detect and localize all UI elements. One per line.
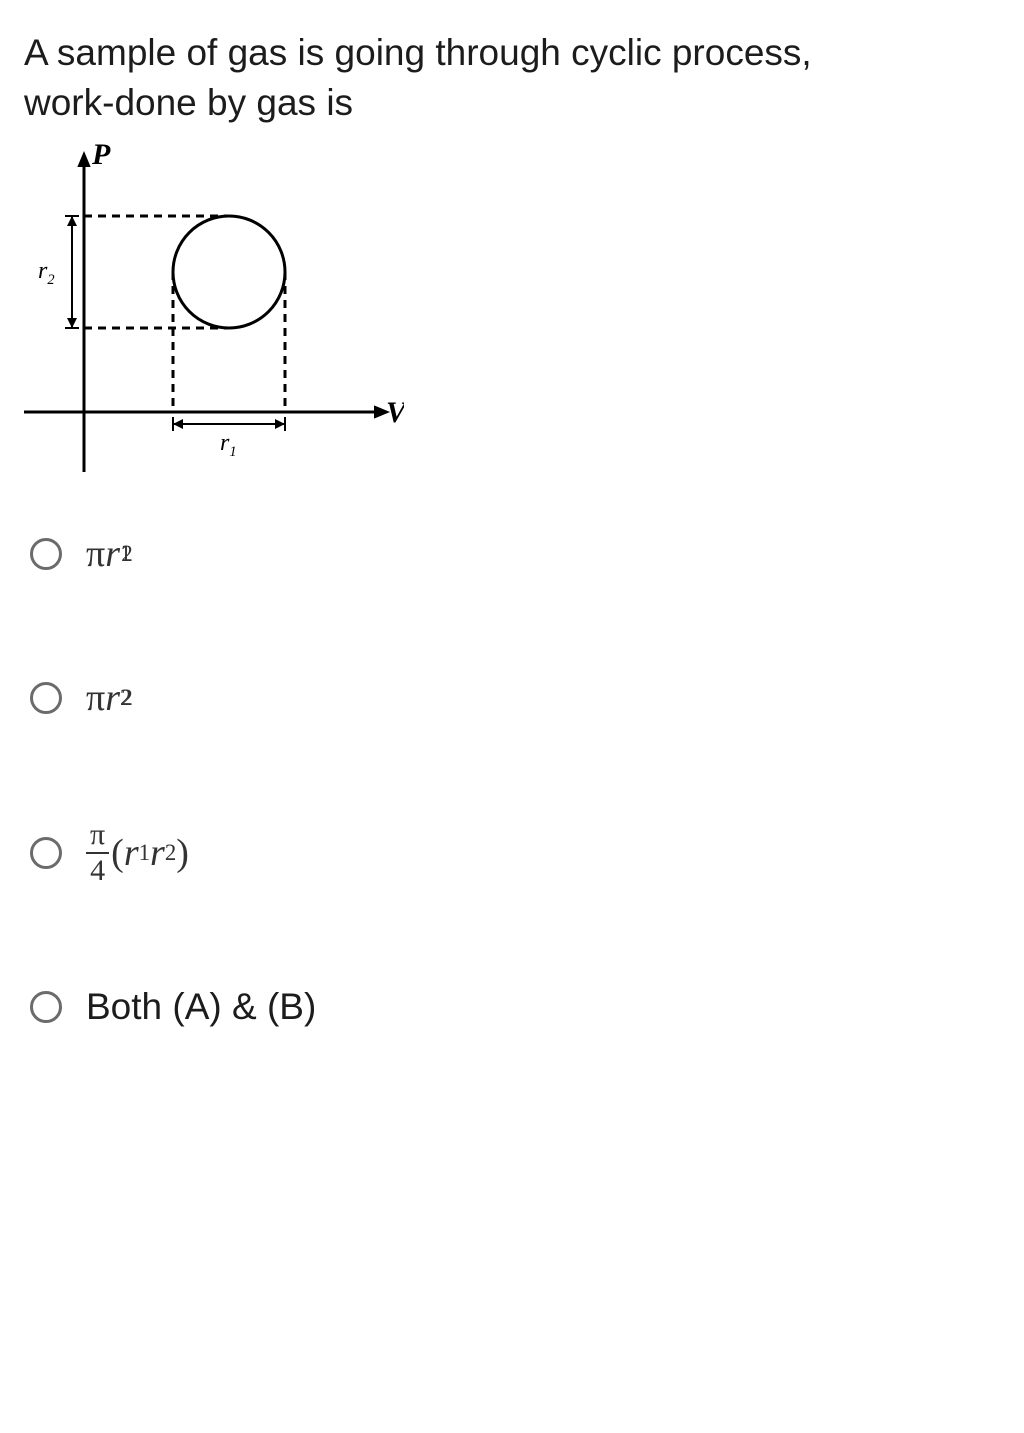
option-c-label: π 4 (r1r2) xyxy=(86,820,189,886)
radio-icon xyxy=(30,682,62,714)
svg-text:V: V xyxy=(386,396,404,429)
radio-icon xyxy=(30,991,62,1023)
question-text: A sample of gas is going through cyclic … xyxy=(24,28,1000,128)
pv-diagram: P Vr1 r2 xyxy=(24,142,404,472)
question-line-1: A sample of gas is going through cyclic … xyxy=(24,32,812,73)
radio-icon xyxy=(30,538,62,570)
svg-text:r1: r1 xyxy=(220,430,237,460)
option-a[interactable]: πr12 xyxy=(30,532,1000,576)
option-d-label: Both (A) & (B) xyxy=(86,986,316,1028)
svg-text:P: P xyxy=(91,142,111,171)
option-b-label: πr22 xyxy=(86,676,133,720)
option-c[interactable]: π 4 (r1r2) xyxy=(30,820,1000,886)
option-b[interactable]: πr22 xyxy=(30,676,1000,720)
options-list: πr12 πr22 π 4 (r1r2) Both (A) & (B) xyxy=(30,532,1000,1028)
option-d[interactable]: Both (A) & (B) xyxy=(30,986,1000,1028)
radio-icon xyxy=(30,837,62,869)
question-line-2: work-done by gas is xyxy=(24,82,353,123)
option-a-label: πr12 xyxy=(86,532,133,576)
svg-text:r2: r2 xyxy=(38,258,55,288)
